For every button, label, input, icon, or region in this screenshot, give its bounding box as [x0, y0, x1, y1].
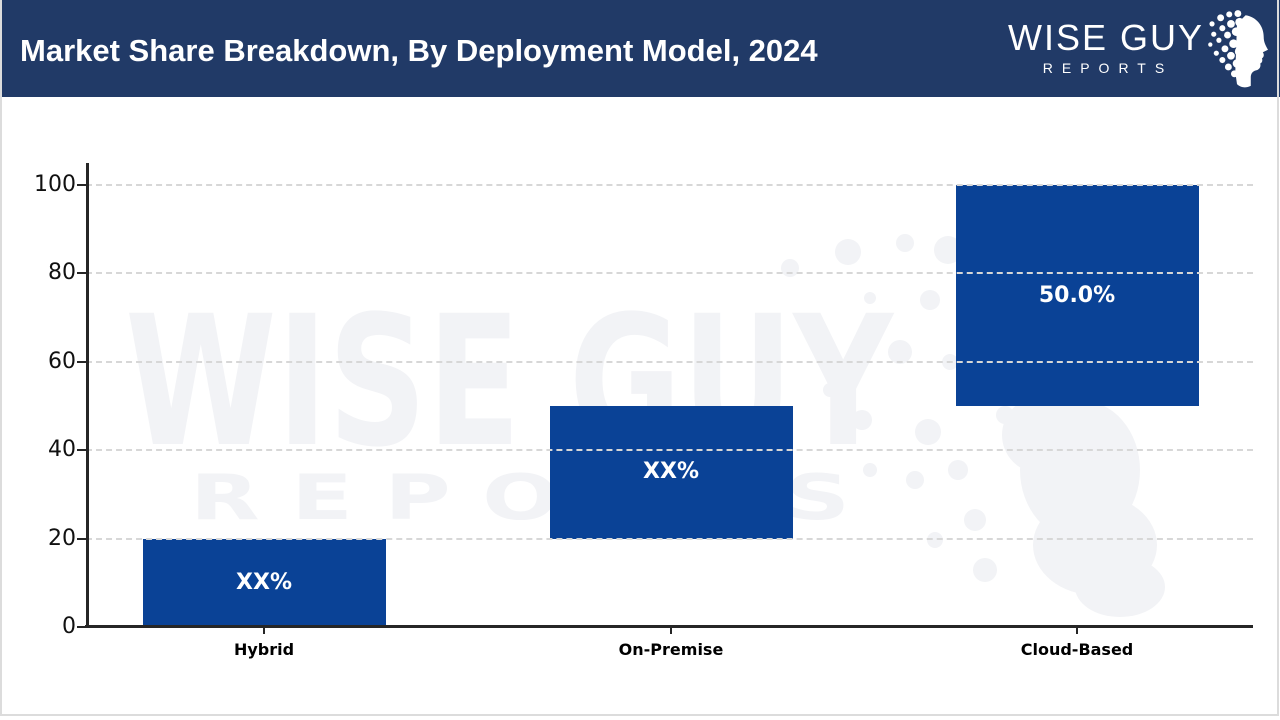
y-tick	[77, 626, 86, 628]
grid-line	[86, 537, 1253, 540]
y-tick-label: 60	[48, 348, 76, 374]
y-tick-label: 80	[48, 260, 76, 286]
x-tick	[1076, 628, 1078, 634]
logo-wordmark: WISE GUY REPORTS	[1008, 19, 1204, 77]
logo-wordmark-line2: REPORTS	[1042, 60, 1174, 76]
y-tick	[77, 272, 86, 275]
grid-line	[86, 184, 1253, 186]
page-title: Market Share Breakdown, By Deployment Mo…	[20, 33, 818, 68]
y-tick-label: 0	[62, 614, 76, 639]
bar-on-premise	[549, 406, 793, 539]
y-tick-label: 100	[34, 172, 76, 197]
x-tick	[670, 628, 672, 634]
x-tick	[263, 628, 265, 634]
grid-line	[86, 272, 1253, 275]
x-tick-label-cloud-based: Cloud-Based	[1020, 640, 1134, 659]
y-tick-label: 20	[48, 525, 76, 551]
bar-hybrid	[142, 538, 386, 627]
x-axis-line	[85, 625, 1253, 628]
grid-line	[86, 360, 1253, 363]
header-bar: Market Share Breakdown, By Deployment Mo…	[0, 0, 1280, 97]
y-tick	[77, 449, 86, 452]
y-axis-line	[86, 163, 89, 628]
grid-line	[86, 449, 1253, 452]
y-tick	[77, 537, 86, 540]
bar-value-label: 50.0%	[1038, 282, 1116, 308]
y-tick	[77, 360, 86, 363]
bar-value-label: XX%	[236, 569, 292, 595]
x-tick-label-hybrid: Hybrid	[233, 640, 295, 659]
logo-wordmark-line1: WISE GUY	[1007, 17, 1204, 58]
y-tick-label: 40	[48, 437, 76, 463]
bar-value-label: XX%	[643, 459, 699, 485]
wise-guy-logo: WISE GUY REPORTS	[1008, 8, 1268, 88]
wise-guy-head-icon	[1208, 10, 1268, 88]
x-tick-label-on-premise: On-Premise	[618, 640, 724, 659]
y-tick	[77, 184, 86, 186]
